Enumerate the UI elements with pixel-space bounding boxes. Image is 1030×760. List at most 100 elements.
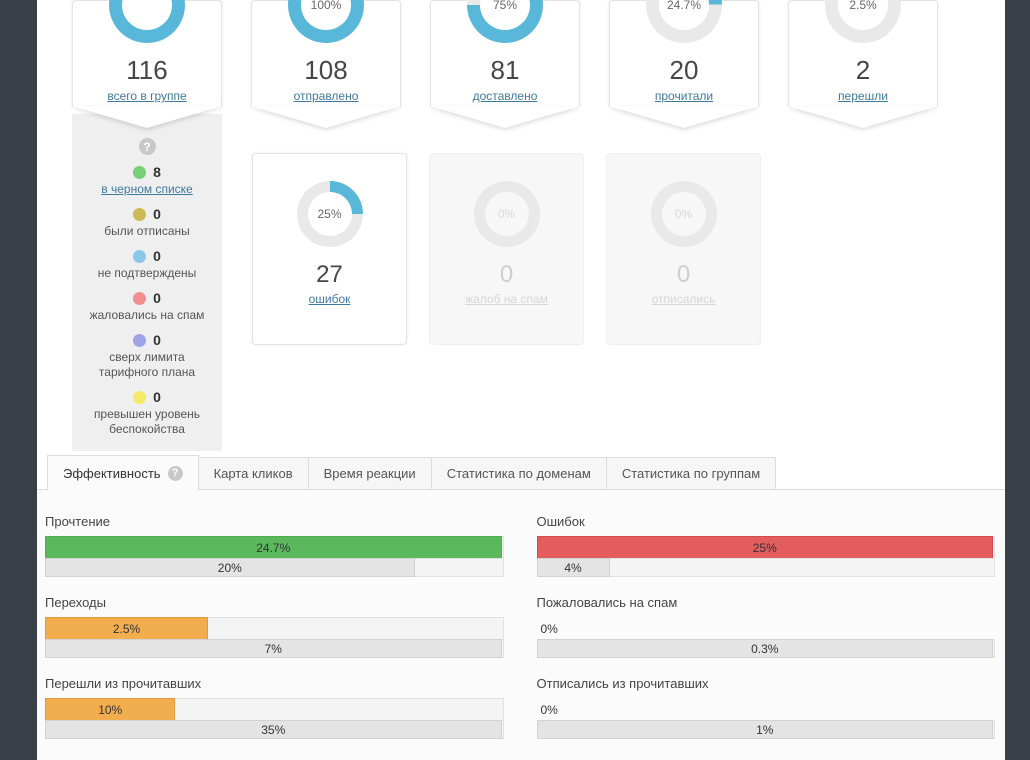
donut-percent-label: 0% <box>674 207 693 221</box>
legend-dot-green <box>133 165 147 179</box>
bar-fill <box>536 639 993 658</box>
bar-group-title: Перешли из прочитавших <box>45 676 202 691</box>
metric-value: 20 <box>669 55 699 85</box>
tab-effectiveness[interactable]: Эффективность ? <box>47 455 199 490</box>
left-sidebar <box>0 0 37 760</box>
tab-bar: Эффективность ? Карта кликов Время реакц… <box>47 455 1005 490</box>
metric-link-total[interactable]: всего в группе <box>107 89 187 103</box>
donut-sent-chart: 100% <box>288 0 364 43</box>
donut-percent-label: 25% <box>317 207 342 221</box>
effectiveness-panel: Прочтение 24.7% 20% Переходы <box>37 489 1005 760</box>
legend-count: 0 <box>153 290 161 306</box>
donut-errors-chart: 25% <box>296 181 363 247</box>
metric-value: 0 <box>676 261 691 288</box>
summary-card: 24.7% 20 прочитали <box>609 0 759 107</box>
help-icon[interactable]: ? <box>167 465 183 481</box>
summary-cards-row: 116 всего в группе ? 8 в черном списке 0… <box>72 0 938 451</box>
bar-group-title: Отписались из прочитавших <box>536 676 709 691</box>
bar-group-spam-complaints: Пожаловались на спам 0% 0.3% <box>536 595 996 658</box>
detail-card-unsubscribed: 0% 0 отписались <box>606 153 761 345</box>
bars-left-column: Прочтение 24.7% 20% Переходы <box>45 490 504 739</box>
subscribers-legend-panel: ? 8 в черном списке 0 были отписаны 0 не… <box>72 114 222 451</box>
legend-label: превышен уровень беспокойства <box>93 407 201 436</box>
card-point <box>609 106 759 128</box>
bar-group-clicks: Переходы 2.5% 7% <box>45 595 504 658</box>
metric-link-read[interactable]: прочитали <box>654 89 714 103</box>
legend-label: не подтверждены <box>97 266 197 280</box>
detail-cards-row: 25% 27 ошибок 0% 0 жалоб на спам 0% 0 от… <box>252 153 761 345</box>
metric-link-errors[interactable]: ошибок <box>308 292 351 306</box>
card-point <box>430 106 580 128</box>
legend-label: жаловались на спам <box>89 308 205 322</box>
summary-card-clicked: 2.5% 2 перешли <box>788 0 938 128</box>
tab-click-map[interactable]: Карта кликов <box>197 457 309 490</box>
right-frame <box>1005 0 1030 760</box>
bar-value-label: 2.5% <box>112 621 141 636</box>
legend-item-unsubscribed: 0 были отписаны <box>80 206 214 239</box>
bar-group-title: Ошибок <box>536 514 585 529</box>
legend-dot-yellow <box>133 390 147 404</box>
bar-row: 35% <box>45 720 504 739</box>
legend-dot-blue <box>133 249 147 263</box>
donut-percent-label: 75% <box>492 0 518 12</box>
summary-card-total: 116 всего в группе ? 8 в черном списке 0… <box>72 0 222 451</box>
bar-value-label: 24.7% <box>256 540 291 555</box>
bar-value-label: 0% <box>540 702 558 717</box>
tab-label: Эффективность <box>63 465 161 481</box>
legend-dot-olive <box>133 207 147 221</box>
legend-label: сверх лимита тарифного плана <box>98 350 196 379</box>
bar-value-label: 1% <box>756 722 774 737</box>
bar-row: 2.5% <box>45 617 504 640</box>
donut-percent-label <box>109 0 185 43</box>
bar-value-label: 10% <box>98 702 123 717</box>
legend-item-blacklist: 8 в черном списке <box>80 164 214 197</box>
donut-total-chart <box>109 0 185 43</box>
donut-delivered-chart: 75% <box>467 0 543 43</box>
tab-label: Статистика по доменам <box>446 466 591 481</box>
legend-item-over-limit: 0 сверх лимита тарифного плана <box>80 332 214 380</box>
card-point <box>72 106 222 128</box>
card-point <box>251 106 401 128</box>
donut-clicked-chart: 2.5% <box>825 0 901 43</box>
bar-fill <box>45 639 502 658</box>
legend-dot-purple <box>133 333 147 347</box>
summary-card: 100% 108 отправлено <box>251 0 401 107</box>
legend-item-spam-complaints: 0 жаловались на спам <box>80 290 214 323</box>
metric-link-unsubscribed: отписались <box>651 292 716 306</box>
metric-value: 81 <box>490 55 520 85</box>
summary-card: 75% 81 доставлено <box>430 0 580 107</box>
summary-card-delivered: 75% 81 доставлено <box>430 0 580 128</box>
metric-value: 0 <box>499 261 514 288</box>
bar-value-label: 4% <box>564 560 582 575</box>
bar-group-read: Прочтение 24.7% 20% <box>45 514 504 577</box>
bar-value-label: 0.3% <box>751 641 779 656</box>
tab-group-stats[interactable]: Статистика по группам <box>605 457 777 490</box>
legend-dot-pink <box>133 291 147 305</box>
metric-value: 116 <box>126 55 168 85</box>
tab-reaction-time[interactable]: Время реакции <box>307 457 432 490</box>
donut-percent-label: 100% <box>310 0 342 12</box>
bar-value-label: 35% <box>261 722 286 737</box>
summary-card-read: 24.7% 20 прочитали <box>609 0 759 128</box>
donut-percent-label: 0% <box>497 207 516 221</box>
tab-domain-stats[interactable]: Статистика по доменам <box>430 457 607 490</box>
legend-count: 0 <box>153 206 161 222</box>
legend-link-blacklist[interactable]: в черном списке <box>101 182 193 196</box>
bar-value-label: 0% <box>540 621 558 636</box>
legend-label: были отписаны <box>104 224 190 238</box>
legend-count: 8 <box>153 164 161 180</box>
legend-count: 0 <box>153 389 161 405</box>
donut-spam-chart: 0% <box>473 181 540 247</box>
help-icon[interactable]: ? <box>138 138 156 155</box>
bar-value-label: 25% <box>752 540 777 555</box>
bar-group-clicked-from-read: Перешли из прочитавших 10% 35% <box>45 676 504 739</box>
metric-link-clicked[interactable]: перешли <box>838 89 888 103</box>
bar-row: 4% <box>536 558 995 577</box>
detail-card-errors: 25% 27 ошибок <box>252 153 407 345</box>
bar-row: 25% <box>536 536 995 559</box>
detail-card-spam: 0% 0 жалоб на спам <box>429 153 584 345</box>
tab-label: Карта кликов <box>213 466 293 481</box>
metric-link-sent[interactable]: отправлено <box>293 89 359 103</box>
bar-row: 0% <box>537 617 996 640</box>
metric-link-delivered[interactable]: доставлено <box>472 89 538 103</box>
